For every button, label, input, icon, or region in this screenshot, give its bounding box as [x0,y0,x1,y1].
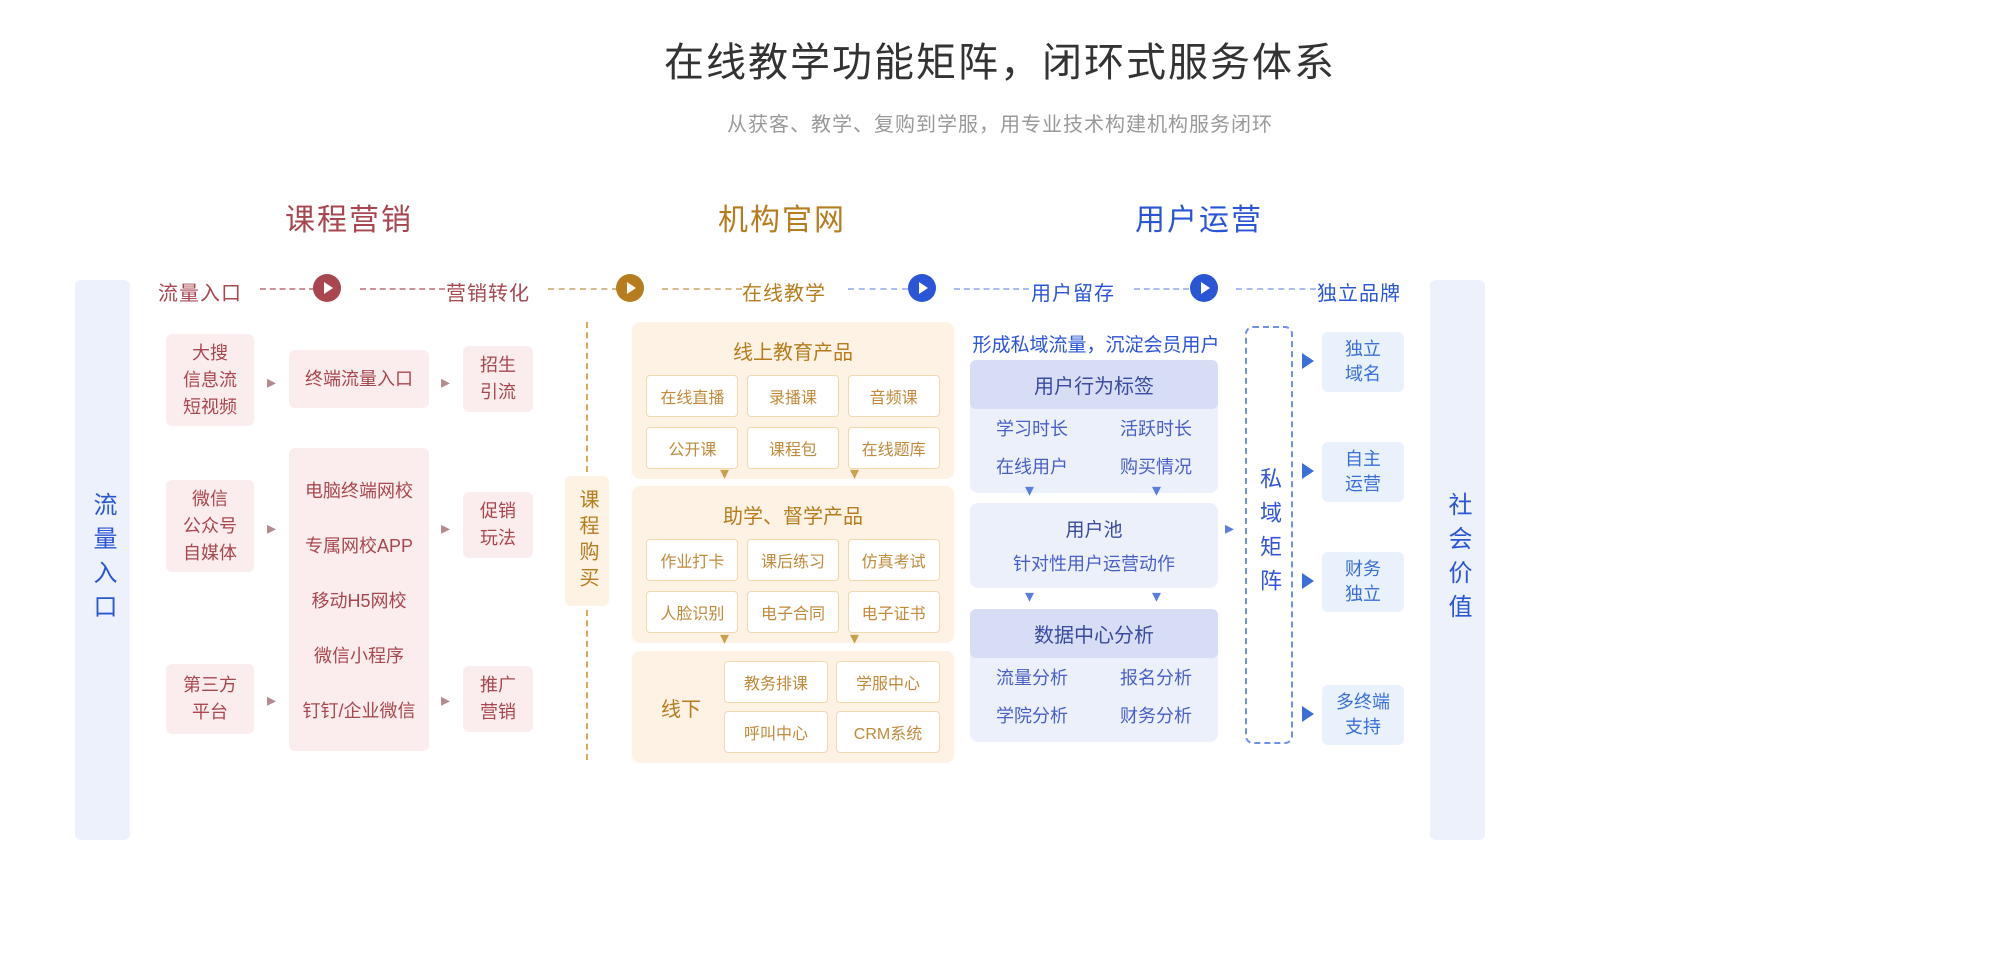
chip: 在线直播 [646,375,738,417]
terminal-list: 电脑终端网校 专属网校APP 移动H5网校 微信小程序 钉钉/企业微信 [289,448,429,751]
chev-down-icon: ▾ [1025,586,1034,607]
section-website: 机构官网 [718,195,846,239]
data-item: 学院分析 [996,702,1068,728]
play-icon [313,274,341,302]
chev-right-icon: ▸ [441,690,450,711]
pillar-left: 流量入口 [75,280,130,840]
section-marketing: 课程营销 [285,195,413,239]
panel-title: 用户行为标签 [970,360,1218,409]
behavior-item: 学习时长 [996,415,1068,441]
stage-teaching: 在线教学 [742,277,826,306]
data-item: 流量分析 [996,664,1068,690]
chev-down-icon: ▾ [850,463,859,484]
triangle-right-icon [1302,463,1314,479]
source-box: 第三方 平台 [166,664,254,734]
course-purchase: 课程购买 [565,476,609,606]
data-item: 财务分析 [1120,702,1192,728]
chev-down-icon: ▾ [720,628,729,649]
stage-traffic: 流量入口 [158,277,242,306]
panel-title: 线上教育产品 [632,322,954,375]
source-box: 大搜 信息流 短视频 [166,334,254,426]
subtitle: 从获客、教学、复购到学服，用专业技术构建机构服务闭环 [0,108,2000,137]
chev-right-icon: ▸ [441,372,450,393]
terminal-header: 终端流量入口 [289,350,429,408]
chip: 仿真考试 [848,539,940,581]
behavior-panel: 用户行为标签 学习时长 活跃时长 在线用户 购买情况 [970,360,1218,493]
chev-right-icon: ▸ [441,518,450,539]
divider-line [586,322,588,472]
triangle-right-icon [1302,353,1314,369]
triangle-right-icon [1302,573,1314,589]
stage-conversion: 营销转化 [446,277,530,306]
chev-down-icon: ▾ [1152,586,1161,607]
terminal-item: 微信小程序 [314,642,404,668]
chip: 学服中心 [836,661,940,703]
terminal-item: 移动H5网校 [311,587,406,613]
conversion-box: 促销 玩法 [463,492,533,558]
chev-right-icon: ▸ [267,518,276,539]
chip: 在线题库 [848,427,940,469]
behavior-item: 购买情况 [1120,453,1192,479]
panel-title: 数据中心分析 [970,609,1218,658]
offline-panel: 线下 教务排课 学服中心 呼叫中心 CRM系统 [632,651,954,763]
assist-products-panel: 助学、督学产品 作业打卡 课后练习 仿真考试 人脸识别 电子合同 电子证书 [632,486,954,643]
play-icon [616,274,644,302]
data-item: 报名分析 [1120,664,1192,690]
chip: 音频课 [848,375,940,417]
chip: 作业打卡 [646,539,738,581]
chev-down-icon: ▾ [1025,480,1034,501]
brand-item: 财务 独立 [1322,552,1404,612]
conversion-box: 推广 营销 [463,666,533,732]
triangle-right-icon [1302,706,1314,722]
chev-down-icon: ▾ [720,463,729,484]
chip: CRM系统 [836,711,940,753]
chip: 电子合同 [747,591,839,633]
section-operations: 用户运营 [1135,195,1263,239]
panel-title: 助学、督学产品 [632,486,954,539]
pool-sub: 针对性用户运营动作 [970,550,1218,576]
chev-right-icon: ▸ [1225,518,1234,539]
source-box: 微信 公众号 自媒体 [166,480,254,572]
chip: 电子证书 [848,591,940,633]
terminal-item: 电脑终端网校 [305,477,413,503]
chev-down-icon: ▾ [1152,480,1161,501]
chev-right-icon: ▸ [267,372,276,393]
brand-item: 自主 运营 [1322,442,1404,502]
brand-item: 多终端 支持 [1322,685,1404,745]
chip: 人脸识别 [646,591,738,633]
behavior-item: 在线用户 [996,453,1068,479]
chev-right-icon: ▸ [267,690,276,711]
stage-brand: 独立品牌 [1317,277,1401,306]
data-panel: 数据中心分析 流量分析 报名分析 学院分析 财务分析 [970,609,1218,742]
terminal-item: 专属网校APP [305,532,413,558]
main-title: 在线教学功能矩阵，闭环式服务体系 [0,30,2000,88]
chip: 教务排课 [724,661,828,703]
divider-line [586,610,588,760]
chip: 录播课 [747,375,839,417]
retention-header: 形成私域流量，沉淀会员用户 [970,330,1222,357]
play-icon [1190,274,1218,302]
private-domain-box: 私域矩阵 [1245,326,1293,744]
pool-title: 用户池 [970,515,1218,542]
pillar-right: 社会价值 [1430,280,1485,840]
brand-item: 独立 域名 [1322,332,1404,392]
chip: 课程包 [747,427,839,469]
conversion-box: 招生 引流 [463,346,533,412]
pool-panel: 用户池 针对性用户运营动作 [970,503,1218,588]
online-products-panel: 线上教育产品 在线直播 录播课 音频课 公开课 课程包 在线题库 [632,322,954,479]
chev-down-icon: ▾ [850,628,859,649]
chip: 呼叫中心 [724,711,828,753]
chip: 课后练习 [747,539,839,581]
terminal-item: 钉钉/企业微信 [302,697,415,723]
offline-label: 线下 [642,693,720,722]
behavior-item: 活跃时长 [1120,415,1192,441]
play-icon [908,274,936,302]
stage-retention: 用户留存 [1031,277,1115,306]
